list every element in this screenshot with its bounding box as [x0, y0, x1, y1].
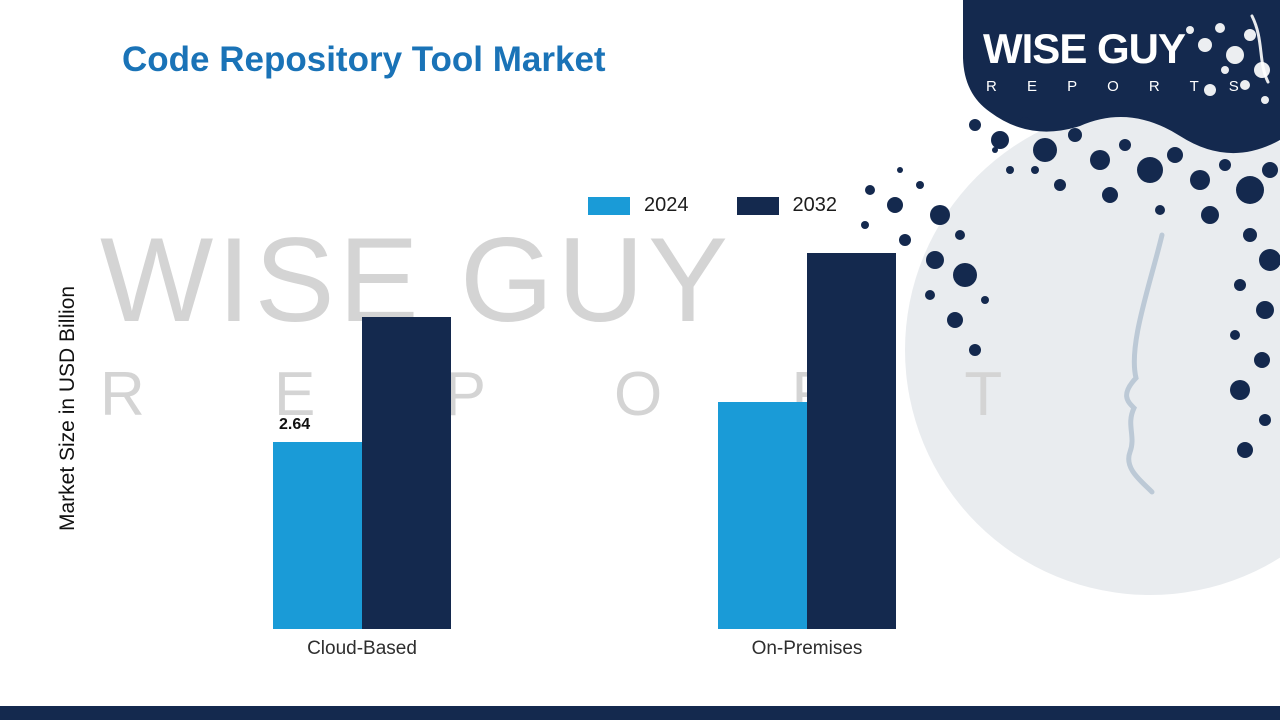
- legend-item-2032: 2032: [736, 194, 838, 217]
- brand-logo-subtitle: R E P O R T S: [986, 78, 1252, 95]
- bar-group-cloud-based: 2.64 Cloud-Based: [273, 239, 451, 660]
- bars-on-premises: [718, 239, 896, 629]
- chart-legend: 2024 2032: [588, 194, 837, 217]
- y-axis-label: Market Size in USD Billion: [56, 285, 79, 531]
- legend-swatch-2024: [588, 196, 630, 215]
- page-title: Code Repository Tool Market: [122, 40, 606, 79]
- bar-on-premises-2024: [718, 402, 807, 629]
- legend-label-2032: 2032: [792, 194, 838, 216]
- watermark-line2: R E P O R T: [100, 360, 1059, 429]
- legend-swatch-2032: [736, 196, 779, 215]
- brand-logo: WISE GUY R E P O R T S: [983, 25, 1252, 96]
- legend-item-2024: 2024: [588, 194, 689, 217]
- bar-cloud-based-2024: 2.64: [273, 416, 362, 629]
- watermark-line1: WISE GUY: [100, 213, 733, 347]
- bar-value-label: 2.64: [279, 416, 311, 433]
- legend-label-2024: 2024: [644, 194, 689, 216]
- bar-on-premises-2032: [807, 253, 896, 629]
- brand-logo-wordmark: WISE GUY: [983, 25, 1186, 72]
- bar-group-on-premises: On-Premises: [718, 239, 896, 660]
- watermark: WISE GUY R E P O R T: [100, 220, 1058, 426]
- bar-cloud-based-2032: [362, 317, 451, 629]
- bars-cloud-based: 2.64: [273, 239, 451, 629]
- footer-bar: [0, 706, 1280, 720]
- category-label-on-premises: On-Premises: [751, 638, 863, 659]
- category-label-cloud-based: Cloud-Based: [307, 638, 417, 659]
